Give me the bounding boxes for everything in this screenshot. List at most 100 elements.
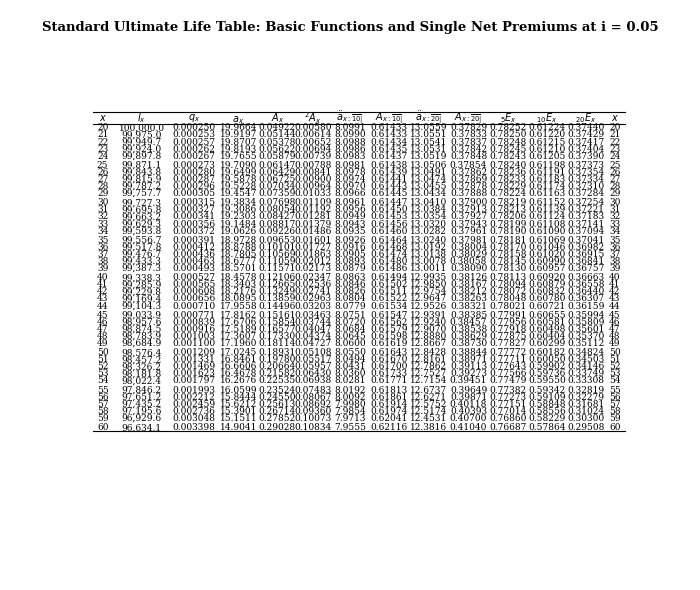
Text: 0.78229: 0.78229 [489,182,526,191]
Text: 19.5228: 19.5228 [220,182,257,191]
Text: 12.8428: 12.8428 [410,348,447,358]
Text: 0.77643: 0.77643 [489,362,526,371]
Text: 0.61174: 0.61174 [528,182,566,191]
Text: 0.58229: 0.58229 [528,414,566,423]
Text: 51: 51 [97,355,108,365]
Text: 0.37837: 0.37837 [450,137,487,146]
Text: 0.37390: 0.37390 [567,152,604,160]
Text: 0.78243: 0.78243 [489,152,526,160]
Text: 0.000287: 0.000287 [172,175,216,184]
Text: 0.61183: 0.61183 [528,175,566,184]
Text: 0.16577: 0.16577 [258,325,296,334]
Text: 0.000412: 0.000412 [172,243,216,252]
Text: 53: 53 [97,369,108,378]
Text: 17.9558: 17.9558 [220,301,257,310]
Text: 96,929.6: 96,929.6 [121,414,162,423]
Text: 0.08692: 0.08692 [294,400,331,409]
Text: 0.01379: 0.01379 [294,219,331,228]
Text: 8.0943: 8.0943 [335,219,366,228]
Text: 0.37927: 0.37927 [450,212,487,221]
Text: 41: 41 [97,280,108,289]
Text: 0.61439: 0.61439 [370,168,407,177]
Text: 8.0916: 8.0916 [334,243,366,252]
Text: 29: 29 [609,189,620,198]
Text: 0.08067: 0.08067 [294,393,332,402]
Text: 0.77956: 0.77956 [489,318,527,327]
Text: 20: 20 [97,123,108,132]
Text: 99,787.2: 99,787.2 [121,182,162,191]
Text: 23: 23 [609,145,620,153]
Text: 0.61643: 0.61643 [370,348,407,358]
Text: 7.9555: 7.9555 [334,423,366,432]
Text: 0.07359: 0.07359 [258,189,296,198]
Text: 8.0600: 8.0600 [334,339,366,348]
Text: 0.13859: 0.13859 [258,294,296,303]
Text: 0.41040: 0.41040 [450,423,487,432]
Text: 0.78094: 0.78094 [489,280,526,289]
Text: 0.37842: 0.37842 [450,145,487,153]
Text: $A_{x:\overline{10}|}$: $A_{x:\overline{10}|}$ [374,110,403,126]
Text: 0.39273: 0.39273 [450,369,487,378]
Text: 0.37854: 0.37854 [450,161,487,170]
Text: 0.37900: 0.37900 [450,198,487,208]
Text: 0.00580: 0.00580 [294,123,332,132]
Text: 0.000372: 0.000372 [172,227,216,235]
Text: 0.37354: 0.37354 [567,168,604,177]
Text: 51: 51 [609,355,621,365]
Text: 99,871.1: 99,871.1 [121,161,162,170]
Text: 0.00652: 0.00652 [294,137,332,146]
Text: 0.61598: 0.61598 [370,332,407,341]
Text: 0.000916: 0.000916 [172,325,216,334]
Text: 0.04922: 0.04922 [258,123,295,132]
Text: 0.60957: 0.60957 [528,264,566,273]
Text: 0.60780: 0.60780 [528,294,566,303]
Text: 99,727.3: 99,727.3 [122,198,162,208]
Text: 60: 60 [97,423,108,432]
Text: 0.61090: 0.61090 [528,227,566,235]
Text: 35: 35 [97,236,108,245]
Text: 0.37888: 0.37888 [450,189,487,198]
Text: 0.78219: 0.78219 [489,198,526,208]
Text: 18.7805: 18.7805 [220,250,257,259]
Text: 0.15854: 0.15854 [258,318,296,327]
Text: 0.12665: 0.12665 [258,280,296,289]
Text: 59: 59 [609,414,621,423]
Text: 12.7154: 12.7154 [410,376,447,385]
Text: 0.77918: 0.77918 [489,325,526,334]
Text: 15.3901: 15.3901 [220,407,257,416]
Text: 19.8707: 19.8707 [220,137,257,146]
Text: 0.07483: 0.07483 [294,386,331,395]
Text: 0.61813: 0.61813 [370,386,407,395]
Text: 48: 48 [609,332,621,341]
Text: 16.2676: 16.2676 [220,376,257,385]
Text: 12.6737: 12.6737 [410,386,447,395]
Text: 96,634.1: 96,634.1 [121,423,162,432]
Text: 12.5752: 12.5752 [410,400,447,409]
Text: 13.0541: 13.0541 [410,137,447,146]
Text: 52: 52 [609,362,621,371]
Text: 0.78072: 0.78072 [489,287,526,296]
Text: 99,387.3: 99,387.3 [122,264,162,273]
Text: 0.000463: 0.000463 [172,257,216,266]
Text: 0.22535: 0.22535 [258,376,296,385]
Text: 0.37429: 0.37429 [567,130,604,139]
Text: 54: 54 [609,376,621,385]
Text: 13.0519: 13.0519 [410,152,447,160]
Text: 0.38321: 0.38321 [450,301,487,310]
Text: 0.31681: 0.31681 [567,400,604,409]
Text: 0.59550: 0.59550 [528,376,566,385]
Text: 12.9754: 12.9754 [410,287,447,296]
Text: 57: 57 [609,400,621,409]
Text: 0.77382: 0.77382 [489,386,526,395]
Text: 38: 38 [609,257,620,266]
Text: 0.61437: 0.61437 [370,152,407,160]
Text: 99,033.9: 99,033.9 [122,311,162,320]
Text: 0.000296: 0.000296 [172,182,216,191]
Text: 25: 25 [97,161,108,170]
Text: 0.02963: 0.02963 [294,294,331,303]
Text: 0.61974: 0.61974 [370,407,407,416]
Text: 0.61579: 0.61579 [370,325,407,334]
Text: 0.07034: 0.07034 [258,182,296,191]
Text: 13.0506: 13.0506 [410,161,447,170]
Text: 0.38844: 0.38844 [450,348,487,358]
